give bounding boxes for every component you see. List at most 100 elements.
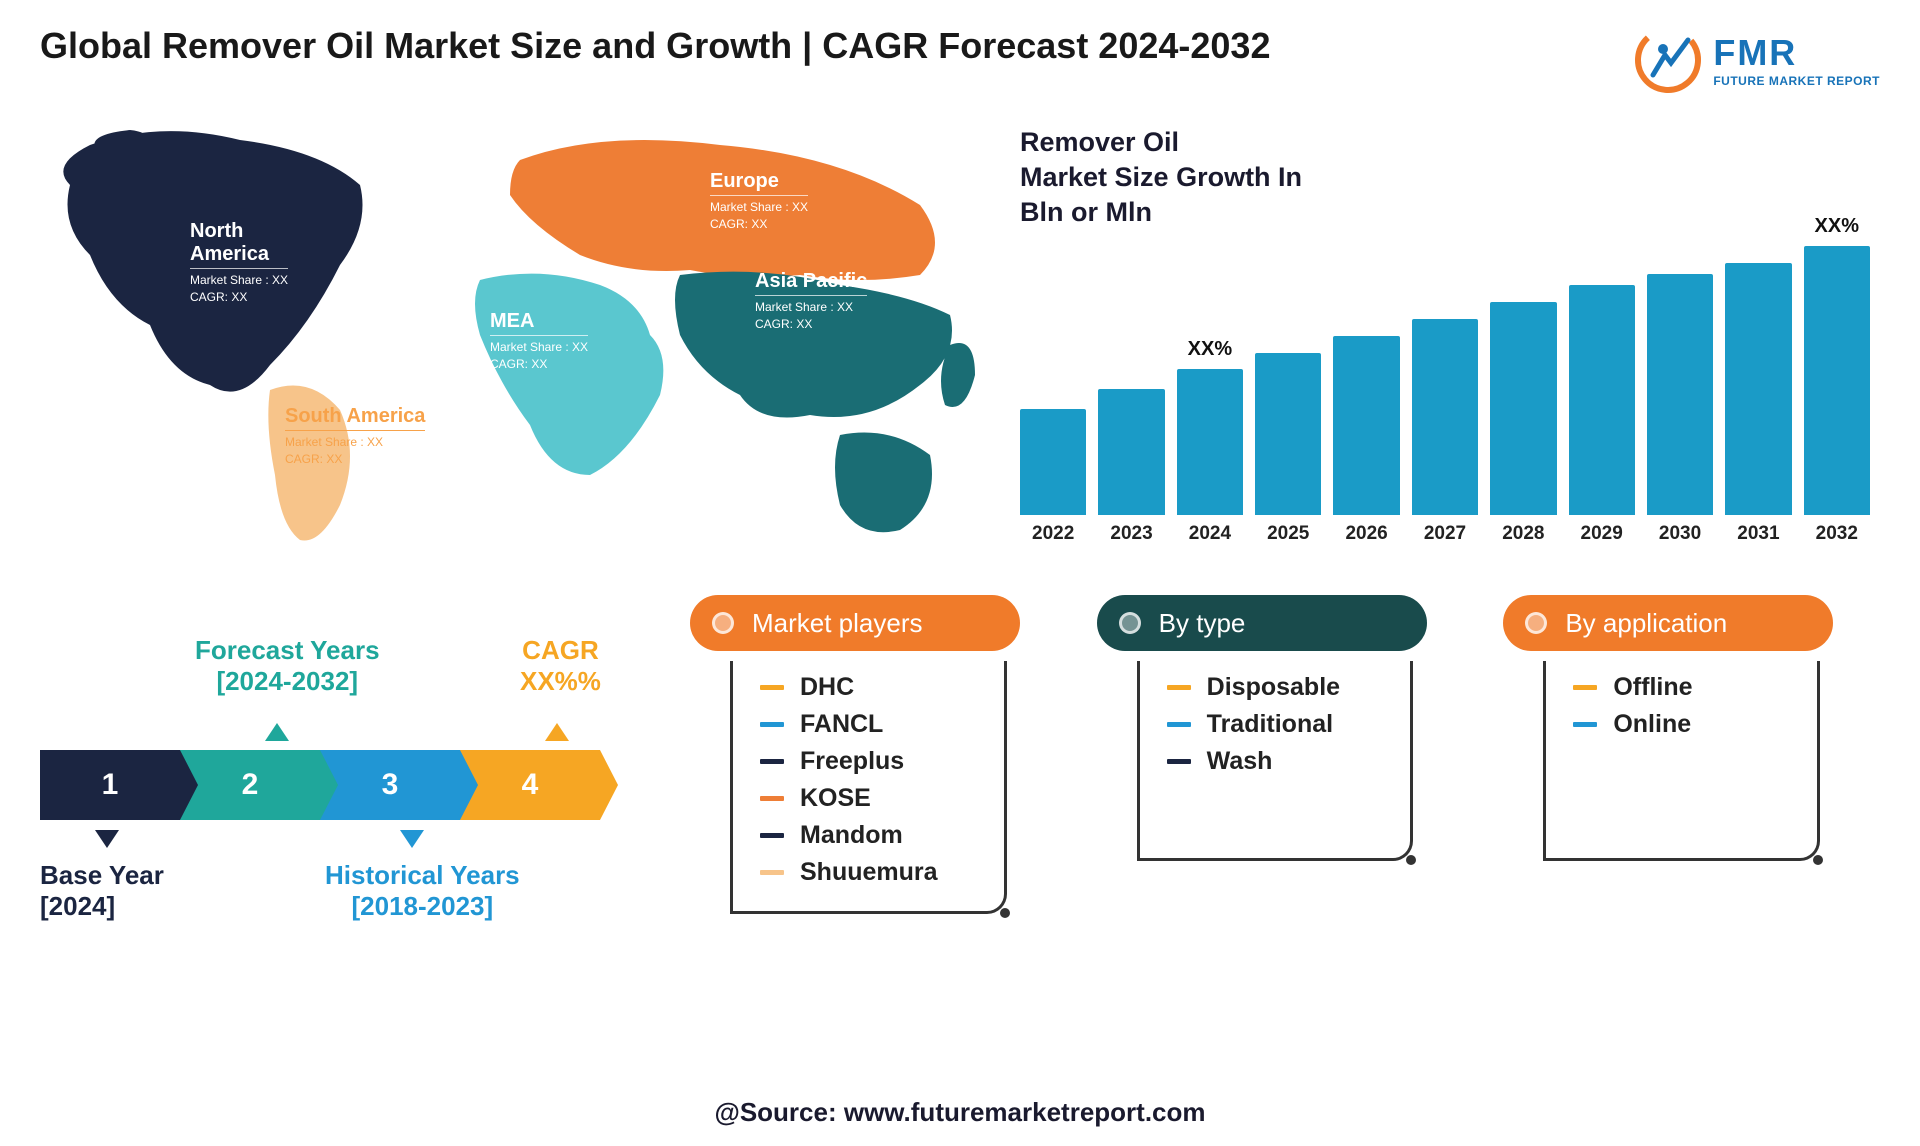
timeline-seg-3: 3 (320, 750, 460, 820)
list-item-label: KOSE (800, 784, 871, 813)
logo-subtitle: FUTURE MARKET REPORT (1713, 74, 1880, 88)
list-item: Offline (1573, 669, 1817, 706)
bar-wrap: 2028 (1490, 302, 1556, 515)
by-application-list: Offline Online (1543, 661, 1820, 861)
region-name: MEA (490, 310, 588, 336)
bar-wrap: 2030 (1647, 274, 1713, 515)
color-dash-icon (760, 722, 784, 727)
triangle-down-icon (95, 830, 119, 848)
list-item-label: FANCL (800, 710, 883, 739)
cagr-label: CAGR XX%% (520, 635, 601, 697)
color-dash-icon (1167, 722, 1191, 727)
region-cagr: CAGR: XX (490, 356, 588, 373)
triangle-up-icon (545, 723, 569, 741)
region-cagr: CAGR: XX (285, 451, 425, 468)
lower-row: Forecast Years [2024-2032] CAGR XX%% 1 2… (40, 595, 1880, 965)
bar-year-label: 2029 (1581, 523, 1623, 545)
region-share: Market Share : XX (710, 199, 808, 216)
list-item-label: DHC (800, 673, 854, 702)
region-cagr: CAGR: XX (710, 216, 808, 233)
bar-wrap: 2029 (1569, 285, 1635, 515)
logo: FMR FUTURE MARKET REPORT (1633, 25, 1880, 95)
bar-annotation: XX% (1188, 338, 1232, 361)
bar-year-label: 2030 (1659, 523, 1701, 545)
bar-year-label: 2024 (1189, 523, 1231, 545)
bar-wrap: 2022 (1020, 409, 1086, 515)
timeline-strip: 1 2 3 4 (40, 750, 600, 820)
source-attribution: @Source: www.futuremarketreport.com (0, 1097, 1920, 1128)
page-title: Global Remover Oil Market Size and Growt… (40, 25, 1270, 67)
logo-mark-icon (1633, 25, 1703, 95)
color-dash-icon (1167, 759, 1191, 764)
region-ap-label: Asia Pacific Market Share : XX CAGR: XX (755, 270, 867, 333)
color-dash-icon (760, 796, 784, 801)
bar-wrap: 2031 (1725, 263, 1791, 515)
base-year-label: Base Year [2024] (40, 860, 164, 922)
bar (1098, 389, 1164, 515)
list-item: Traditional (1167, 706, 1411, 743)
bar-year-label: 2023 (1110, 523, 1152, 545)
color-dash-icon (760, 685, 784, 690)
list-item: Shuuemura (760, 854, 1004, 891)
timeline: Forecast Years [2024-2032] CAGR XX%% 1 2… (40, 595, 660, 965)
region-cagr: CAGR: XX (190, 289, 288, 306)
region-name: NorthAmerica (190, 220, 288, 269)
bar (1569, 285, 1635, 515)
by-application-column: By application Offline Online (1503, 595, 1880, 861)
bar-wrap: 2024XX% (1177, 369, 1243, 515)
by-type-column: By type DisposableTraditionalWash (1097, 595, 1474, 861)
bar (1647, 274, 1713, 515)
bar-chart: Remover OilMarket Size Growth InBln or M… (1020, 125, 1880, 555)
region-name: Europe (710, 170, 808, 196)
bar (1255, 353, 1321, 515)
triangle-down-icon (400, 830, 424, 848)
color-dash-icon (760, 870, 784, 875)
bar (1177, 369, 1243, 515)
bar-year-label: 2022 (1032, 523, 1074, 545)
chart-bars: 202220232024XX%2025202620272028202920302… (1020, 235, 1870, 515)
region-name: South America (285, 405, 425, 431)
bar-year-label: 2027 (1424, 523, 1466, 545)
list-item: Online (1573, 706, 1817, 743)
bar-year-label: 2032 (1816, 523, 1858, 545)
region-cagr: CAGR: XX (755, 316, 867, 333)
list-item: Mandom (760, 817, 1004, 854)
logo-acronym: FMR (1713, 32, 1880, 74)
market-players-column: Market players DHC FANCL Freeplus KOSE Mando… (690, 595, 1067, 914)
triangle-up-icon (265, 723, 289, 741)
world-map: NorthAmerica Market Share : XX CAGR: XX … (40, 125, 990, 555)
bar (1412, 319, 1478, 515)
bar-annotation: XX% (1815, 215, 1859, 238)
region-share: Market Share : XX (190, 272, 288, 289)
bar (1804, 246, 1870, 515)
bar-year-label: 2031 (1737, 523, 1779, 545)
list-item: Disposable (1167, 669, 1411, 706)
timeline-seg-4: 4 (460, 750, 600, 820)
bar-year-label: 2025 (1267, 523, 1309, 545)
chart-title: Remover OilMarket Size Growth InBln or M… (1020, 125, 1880, 230)
bar-year-label: 2026 (1345, 523, 1387, 545)
bar-year-label: 2028 (1502, 523, 1544, 545)
historical-years-label: Historical Years [2018-2023] (325, 860, 520, 922)
bar-wrap: 2025 (1255, 353, 1321, 515)
bar-wrap: 2023 (1098, 389, 1164, 515)
bar-wrap: 2027 (1412, 319, 1478, 515)
region-name: Asia Pacific (755, 270, 867, 296)
list-item-label: Offline (1613, 673, 1692, 702)
list-item-label: Disposable (1207, 673, 1340, 702)
color-dash-icon (760, 833, 784, 838)
region-mea-shape (475, 274, 663, 475)
region-eu-label: Europe Market Share : XX CAGR: XX (710, 170, 808, 233)
by-type-list: DisposableTraditionalWash (1137, 661, 1414, 861)
list-item: KOSE (760, 780, 1004, 817)
by-application-pill: By application (1503, 595, 1833, 651)
list-item-label: Freeplus (800, 747, 904, 776)
market-players-pill: Market players (690, 595, 1020, 651)
list-item-label: Mandom (800, 821, 903, 850)
by-type-pill: By type (1097, 595, 1427, 651)
market-players-list: DHC FANCL Freeplus KOSE Mandom Shuuemura (730, 661, 1007, 914)
bar (1020, 409, 1086, 515)
forecast-years-label: Forecast Years [2024-2032] (195, 635, 380, 697)
header: Global Remover Oil Market Size and Growt… (40, 25, 1880, 95)
region-share: Market Share : XX (285, 434, 425, 451)
